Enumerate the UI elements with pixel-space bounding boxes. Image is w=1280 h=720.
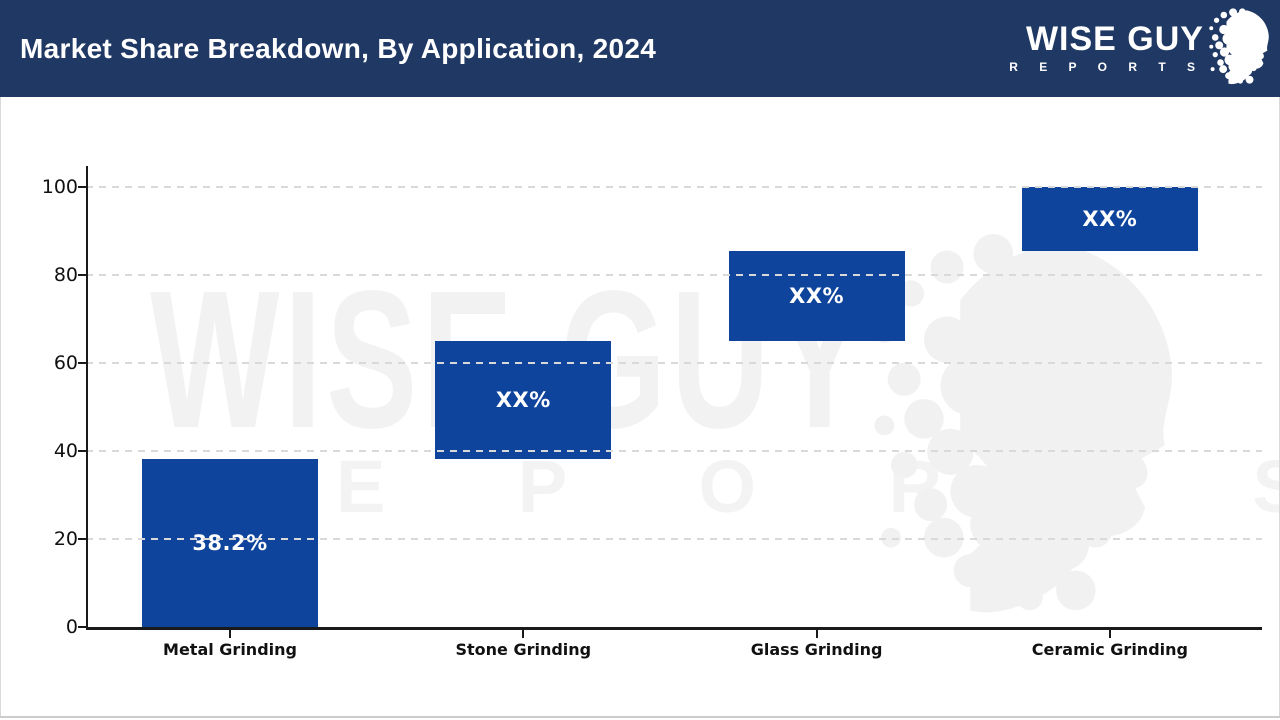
bar: 38.2% bbox=[142, 458, 318, 627]
bar-value-label: XX% bbox=[495, 387, 551, 412]
bottom-edge-line bbox=[0, 716, 1280, 718]
x-tick-label: Stone Grinding bbox=[455, 640, 592, 659]
y-tick-mark bbox=[78, 186, 86, 188]
gridline bbox=[86, 362, 1262, 364]
gridline bbox=[86, 274, 1262, 276]
y-tick-label: 40 bbox=[53, 440, 78, 462]
y-tick-label: 80 bbox=[53, 264, 78, 286]
bar-value-label: XX% bbox=[789, 283, 845, 308]
gridline bbox=[86, 186, 1262, 188]
x-tick-mark bbox=[522, 630, 525, 638]
x-tick-mark bbox=[229, 630, 231, 638]
x-tick-mark bbox=[1108, 630, 1111, 638]
logo-head-icon bbox=[1209, 8, 1269, 85]
y-axis bbox=[86, 166, 88, 629]
x-tick-label: Glass Grinding bbox=[750, 640, 883, 659]
y-tick-mark bbox=[78, 538, 86, 540]
logo-wordmark: WISE GUY R E P O R T S bbox=[1009, 20, 1204, 74]
x-tick-mark bbox=[815, 630, 818, 638]
y-tick-label: 60 bbox=[53, 352, 78, 374]
bar: XX% bbox=[728, 250, 905, 341]
y-tick-mark bbox=[78, 450, 86, 452]
x-tick-label: Metal Grinding bbox=[163, 640, 297, 659]
left-edge-line bbox=[0, 97, 1, 717]
y-tick-mark bbox=[78, 362, 86, 364]
page-title: Market Share Breakdown, By Application, … bbox=[20, 32, 657, 64]
bar: XX% bbox=[435, 341, 612, 459]
bar-value-label: XX% bbox=[1082, 206, 1138, 231]
gridline bbox=[86, 538, 1262, 540]
x-axis bbox=[86, 627, 1262, 630]
logo: WISE GUY R E P O R T S bbox=[1009, 6, 1272, 90]
header-bar: Market Share Breakdown, By Application, … bbox=[0, 0, 1280, 97]
watermark-head-icon bbox=[874, 234, 1172, 613]
x-tick-label: Ceramic Grinding bbox=[1031, 640, 1188, 659]
y-tick-label: 100 bbox=[41, 176, 78, 198]
logo-line1: WISE GUY bbox=[1025, 20, 1204, 59]
y-tick-label: 20 bbox=[53, 528, 78, 550]
y-tick-mark bbox=[78, 626, 86, 628]
gridline bbox=[86, 450, 1262, 452]
y-tick-mark bbox=[78, 274, 86, 276]
y-tick-label: 0 bbox=[65, 616, 78, 638]
bar-value-label: 38.2% bbox=[192, 530, 268, 555]
logo-line2: R E P O R T S bbox=[1009, 59, 1204, 74]
bar: XX% bbox=[1021, 187, 1198, 251]
